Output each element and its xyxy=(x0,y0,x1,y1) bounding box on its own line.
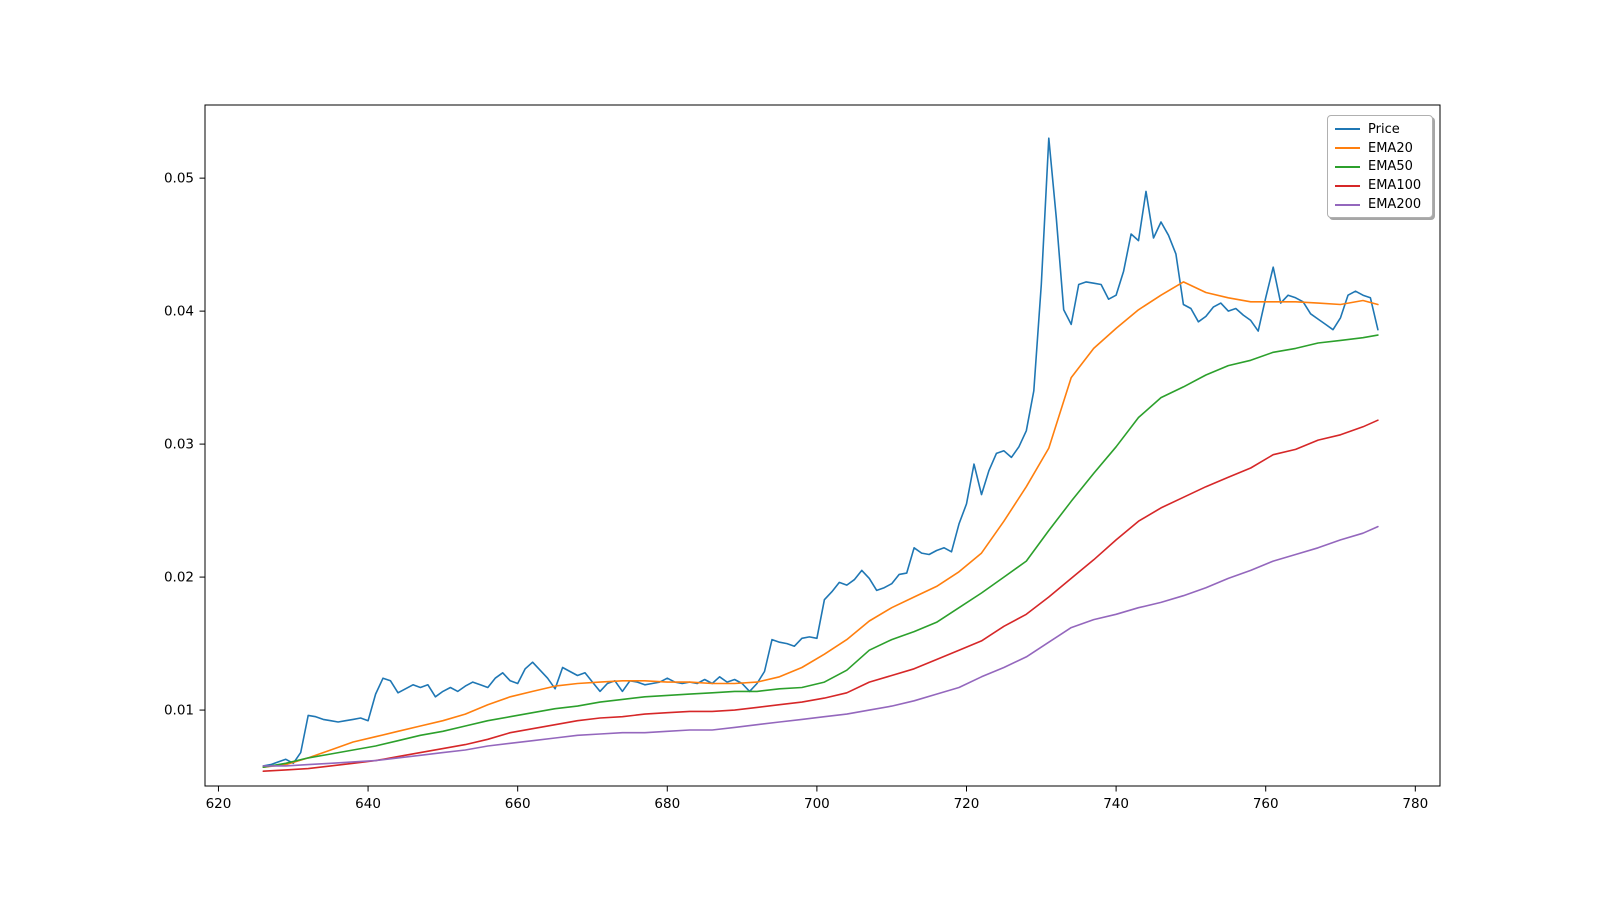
y-tick-label: 0.05 xyxy=(164,171,194,187)
legend-entry-ema50: EMA50 xyxy=(1335,158,1426,177)
x-tick-label: 680 xyxy=(654,796,680,812)
y-tick-label: 0.04 xyxy=(164,304,194,320)
x-tick-label: 740 xyxy=(1103,796,1129,812)
ema50-line xyxy=(262,334,1379,769)
legend-label: EMA50 xyxy=(1368,159,1413,175)
legend-label: EMA20 xyxy=(1368,140,1413,156)
x-tick-label: 620 xyxy=(206,796,232,812)
x-tick-label: 660 xyxy=(505,796,531,812)
legend-entry-ema200: EMA200 xyxy=(1335,195,1426,214)
legend-entry-ema20: EMA20 xyxy=(1335,139,1426,158)
y-tick-label: 0.03 xyxy=(164,437,194,453)
legend-label: Price xyxy=(1368,121,1400,137)
ema20-line-sample-icon xyxy=(1335,147,1360,150)
legend: Price EMA20 EMA50 EMA100 EMA200 xyxy=(1327,115,1433,218)
x-tick-label: 640 xyxy=(355,796,381,812)
legend-entry-ema100: EMA100 xyxy=(1335,176,1426,195)
y-tick-label: 0.01 xyxy=(164,703,194,719)
x-tick-label: 700 xyxy=(804,796,830,812)
x-tick-label: 760 xyxy=(1253,796,1279,812)
price-line xyxy=(262,137,1379,767)
x-tick-label: 720 xyxy=(954,796,980,812)
price-line-sample-icon xyxy=(1335,128,1360,131)
legend-label: EMA100 xyxy=(1368,178,1422,194)
legend-entry-price: Price xyxy=(1335,120,1426,139)
ema200-line xyxy=(262,525,1379,767)
ema200-line-sample-icon xyxy=(1335,203,1360,206)
ema100-line-sample-icon xyxy=(1335,184,1360,187)
ema50-line-sample-icon xyxy=(1335,165,1360,168)
y-tick-label: 0.02 xyxy=(164,570,194,586)
ema100-line xyxy=(262,419,1379,773)
axes-frame xyxy=(204,104,1441,787)
legend-label: EMA200 xyxy=(1368,197,1422,213)
ema20-line xyxy=(262,281,1379,769)
x-tick-label: 780 xyxy=(1402,796,1428,812)
